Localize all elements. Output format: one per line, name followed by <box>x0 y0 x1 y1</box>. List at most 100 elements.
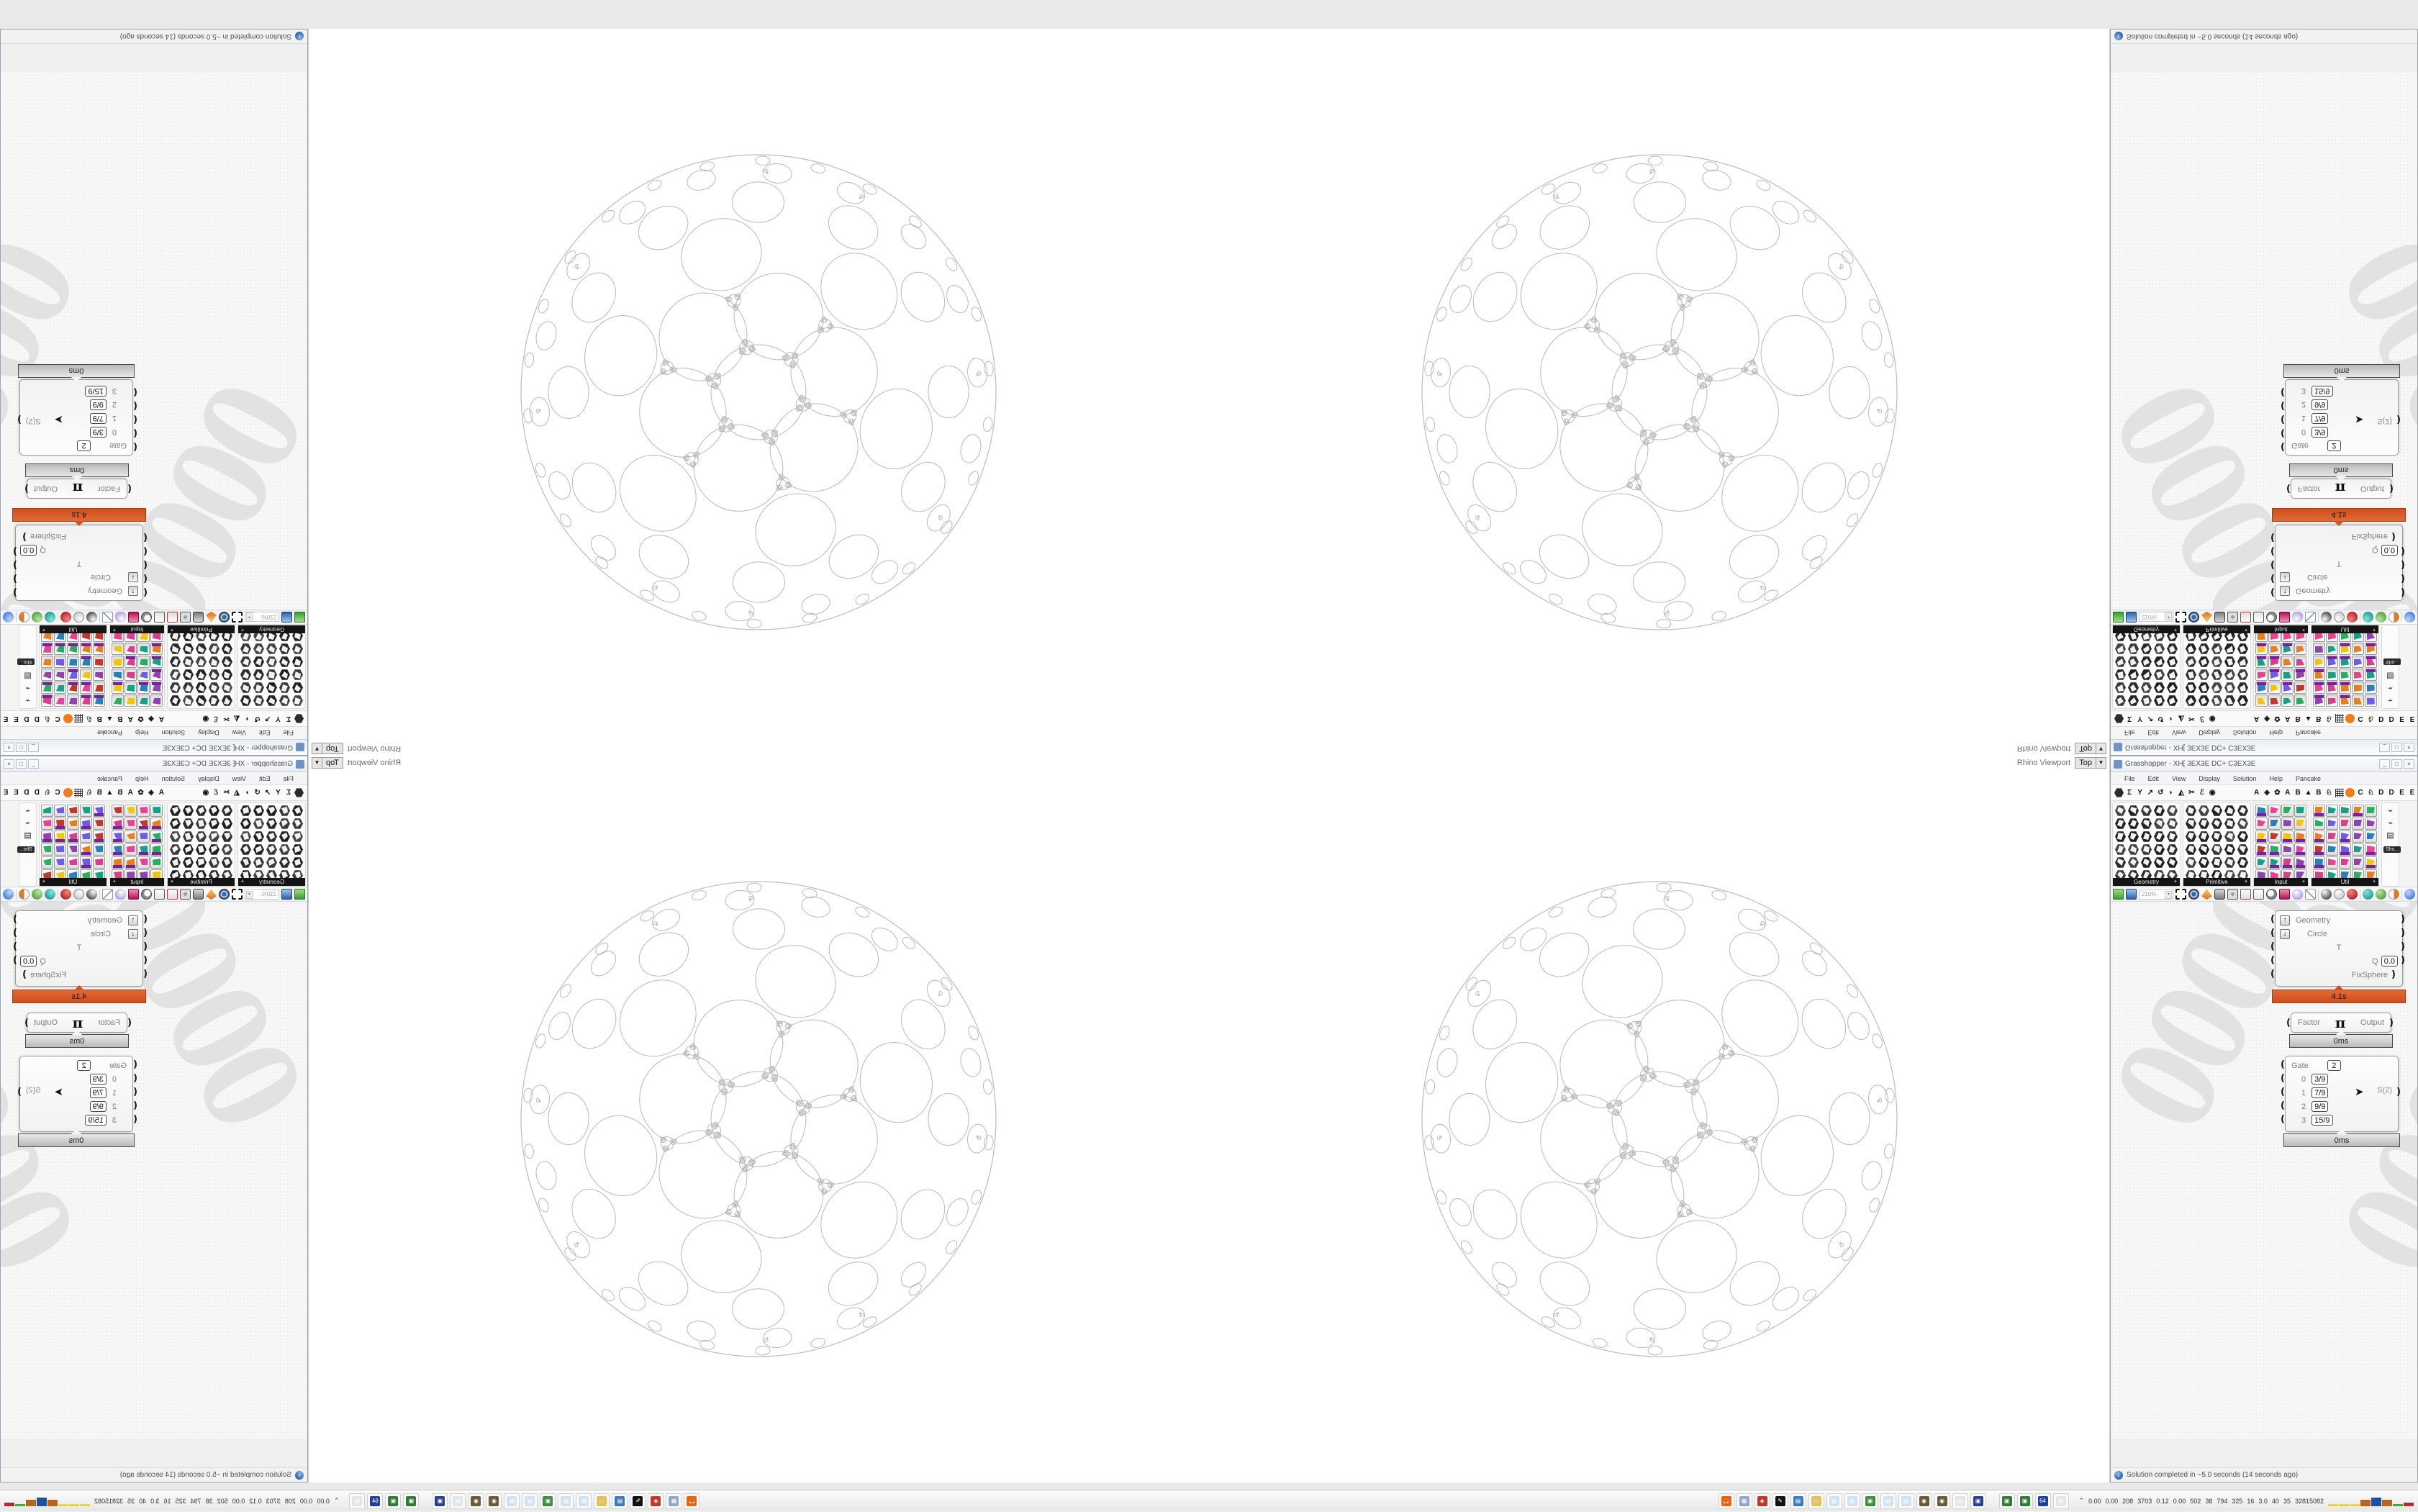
category-icon-23[interactable]: D <box>34 715 40 723</box>
canvas-toolbar[interactable]: 210% ▾ <box>2111 887 2417 902</box>
pi-output-port[interactable]: ) <box>2389 1018 2394 1028</box>
gate-entry-row[interactable]: 0 3/9 <box>2286 1072 2398 1086</box>
category-icon-21[interactable]: C <box>55 715 60 723</box>
output-port-3[interactable]: ) <box>2401 941 2405 952</box>
gate-component-node[interactable]: Gate 2 0 3/9 1 7/9 2 9/9 3 15/9 ( ( ( ( ( ) S(2… <box>2281 1056 2401 1132</box>
palette-component-icon[interactable] <box>41 694 53 707</box>
palette-component-icon[interactable] <box>2224 694 2236 707</box>
gate-entry-row[interactable]: 3 15/9 <box>20 384 132 398</box>
palette-component-icon[interactable] <box>112 656 124 668</box>
os-taskbar[interactable]: 🦊 ▦ ◈ ✎ ▤ ▭ ▤ ▤ ▣ ▤ ▤ ◉ ◉ ▤ ▣ ▣ ▣ 64 ▤ ⌃ 0.00 0.00 208 3703 0.1… <box>0 1490 2418 1511</box>
palette-component-icon[interactable] <box>2268 682 2281 694</box>
category-icon-22[interactable]: ♘ <box>2367 715 2374 723</box>
palette-component-icon[interactable] <box>169 805 181 817</box>
palette-component-icon[interactable] <box>2224 818 2236 830</box>
category-icon-12[interactable]: ◈ <box>2264 715 2270 723</box>
palette-component-icon[interactable] <box>208 818 220 830</box>
taskbar-floppy-icon[interactable]: ▣ <box>432 1493 448 1509</box>
palette-component-icon[interactable] <box>208 843 220 856</box>
gate-value-field[interactable]: 2 <box>77 1060 91 1071</box>
open-file-icon[interactable] <box>294 889 305 900</box>
bulb-icon[interactable] <box>115 889 126 900</box>
palette-component-icon[interactable] <box>266 830 278 843</box>
palette-component-icon[interactable] <box>2224 669 2236 681</box>
palette-component-icon[interactable] <box>2211 856 2223 869</box>
preview-blue-icon[interactable] <box>2404 612 2415 623</box>
palette-component-icon[interactable] <box>266 669 278 681</box>
palette-component-icon[interactable] <box>150 818 163 830</box>
maximize-button[interactable]: □ <box>2391 759 2402 769</box>
palette-group-primitive[interactable]: Primitive ✦ <box>167 625 235 709</box>
window-titlebar[interactable]: Grasshopper - XH[ 3EX3E DC+ C3EX3E _ □ × <box>2111 739 2417 755</box>
palette-component-icon[interactable] <box>2211 694 2223 707</box>
category-icon-grid[interactable] <box>74 787 83 799</box>
palette-component-icon[interactable] <box>182 856 194 869</box>
palette-component-icon[interactable] <box>137 682 150 694</box>
palette-group-input[interactable]: Input ✦ <box>109 625 165 709</box>
palette-component-icon[interactable] <box>266 818 278 830</box>
category-icon-17[interactable]: B <box>96 789 102 797</box>
cluster-icon[interactable] <box>2214 612 2225 623</box>
zoom-dropdown-icon[interactable]: ▾ <box>2165 612 2172 621</box>
category-icon-16[interactable]: ▲ <box>106 789 114 797</box>
gha-icon[interactable] <box>2240 612 2251 623</box>
palette-component-icon[interactable] <box>2140 694 2152 707</box>
category-icon-11[interactable]: A <box>2254 715 2260 723</box>
palette-tab-expand-icon[interactable]: ✦ <box>2244 879 2248 884</box>
palette-extra-icon-1[interactable]: ⌁ <box>25 684 30 692</box>
palette-component-icon[interactable] <box>2313 818 2325 830</box>
viewport-view-dropdown[interactable]: Top ▼ <box>2075 743 2106 754</box>
preview-teal-icon[interactable] <box>45 889 55 900</box>
palette-component-icon[interactable] <box>2237 656 2249 668</box>
palette-component-icon[interactable] <box>2313 643 2325 655</box>
gate-output-port[interactable]: ) <box>17 1087 22 1097</box>
gate-value-field[interactable]: 2 <box>77 440 91 451</box>
palette-component-icon[interactable] <box>2294 818 2306 830</box>
palette-component-icon[interactable] <box>2198 669 2210 681</box>
palette-component-icon[interactable] <box>266 643 278 655</box>
output-port-2[interactable]: ) <box>13 928 17 938</box>
palette-component-icon[interactable] <box>2365 818 2377 830</box>
palette-component-icon[interactable] <box>137 818 150 830</box>
palette-component-icon[interactable] <box>2352 830 2364 843</box>
palette-component-icon[interactable] <box>279 856 291 869</box>
palette-component-icon[interactable] <box>2140 843 2152 856</box>
component-category-iconbar[interactable]: Σ Y ↗ ↺ ◗ ◭ ✂ ℰ ◉ A ◈ ✿ A B ▲ B ♘ C ♘ D D E E <box>2111 710 2417 726</box>
palette-component-icon[interactable] <box>2140 818 2152 830</box>
category-icon-15[interactable]: B <box>117 789 123 797</box>
category-icon-22[interactable]: ♘ <box>44 715 51 723</box>
gate-input-port-3[interactable]: ( <box>2281 386 2285 397</box>
palette-component-icon[interactable] <box>182 818 194 830</box>
profiler-icon[interactable] <box>180 889 191 900</box>
palette-component-icon[interactable] <box>112 682 124 694</box>
category-icon-4[interactable]: ↺ <box>2157 789 2164 797</box>
sphere-red-icon[interactable] <box>60 889 71 900</box>
input-port-5[interactable]: ( <box>143 532 148 543</box>
category-icon-18[interactable]: ♘ <box>86 715 93 723</box>
category-icon-1[interactable]: Σ <box>286 715 291 723</box>
palette-component-icon[interactable] <box>2365 656 2377 668</box>
input-port-3[interactable]: ( <box>143 559 148 570</box>
output-port-1[interactable]: ) <box>2401 914 2405 925</box>
palette-component-icon[interactable] <box>2140 643 2152 655</box>
category-icon-24[interactable]: D <box>24 789 30 797</box>
category-icon-12[interactable]: ◈ <box>148 789 154 797</box>
bulb-icon[interactable] <box>2292 612 2303 623</box>
preview-teal-icon[interactable] <box>2363 889 2373 900</box>
palette-component-icon[interactable] <box>2255 843 2268 856</box>
palette-tab-expand-icon[interactable]: ✦ <box>240 627 245 632</box>
category-icon-18[interactable]: ♘ <box>2325 789 2332 797</box>
palette-tab-input[interactable]: Input ✦ <box>2254 878 2308 886</box>
palette-component-icon[interactable] <box>2127 856 2139 869</box>
palette-component-icon[interactable] <box>150 656 163 668</box>
palette-component-icon[interactable] <box>2114 682 2127 694</box>
palette-component-icon[interactable] <box>112 830 124 843</box>
palette-component-icon[interactable] <box>137 856 150 869</box>
category-icon-6[interactable]: ◭ <box>2178 715 2184 723</box>
palette-component-icon[interactable] <box>2326 843 2338 856</box>
sphere-ghosted-icon[interactable] <box>2334 889 2345 900</box>
palette-tab-geometry[interactable]: Geometry ✦ <box>238 878 305 886</box>
gha-icon[interactable] <box>167 612 178 623</box>
sphere-ghosted-icon[interactable] <box>73 612 84 623</box>
palette-component-icon[interactable] <box>80 682 92 694</box>
